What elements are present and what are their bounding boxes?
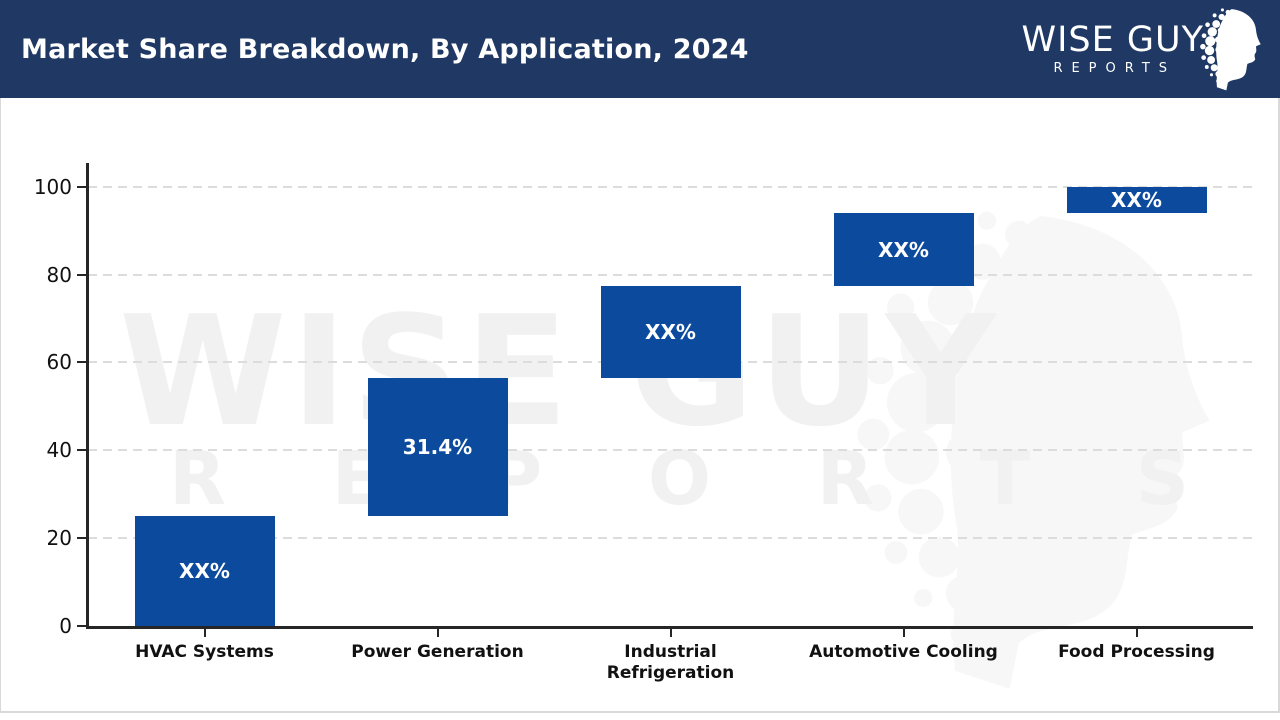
y-tick-label-40: 40 [46, 438, 72, 463]
watermark-wordmark: WISE GUY [119, 283, 1000, 460]
header-band: Market Share Breakdown, By Application, … [0, 0, 1280, 98]
y-axis-spine [86, 163, 89, 629]
x-category-label-2: Industrial Refrigeration [606, 642, 735, 684]
x-tickmark-2 [669, 629, 672, 637]
y-tick-label-20: 20 [46, 526, 72, 551]
x-category-label-0: HVAC Systems [135, 642, 274, 662]
logo-subtitle: REPORTS [1053, 60, 1177, 76]
y-tick-label-100: 100 [33, 174, 72, 199]
y-tickmark-100 [77, 185, 86, 188]
y-tickmark-20 [77, 537, 86, 540]
page-title: Market Share Breakdown, By Application, … [21, 33, 749, 65]
wiseguy-logo: WISE GUY REPORTS [1021, 6, 1270, 92]
gridline-40 [88, 449, 1253, 452]
bar-value-label: XX% [179, 559, 230, 584]
gridline-80 [88, 273, 1253, 276]
x-category-label-1: Power Generation [351, 642, 524, 662]
y-tick-label-80: 80 [46, 262, 72, 287]
wiseguy-head-icon [1200, 8, 1261, 91]
y-tick-label-60: 60 [46, 350, 72, 375]
logo-text: WISE GUY REPORTS [1021, 22, 1204, 76]
bar-food-processing: XX% [1066, 186, 1207, 214]
bar-power-generation: 31.4% [367, 378, 508, 517]
y-tickmark-40 [77, 449, 86, 452]
y-tick-label-0: 0 [59, 614, 72, 638]
x-tickmark-4 [1135, 629, 1138, 637]
x-tickmark-3 [902, 629, 905, 637]
x-tickmark-1 [436, 629, 439, 637]
x-category-label-4: Food Processing [1058, 642, 1215, 662]
bar-value-label: 31.4% [402, 435, 473, 460]
bar-hvac-systems: XX% [134, 516, 275, 626]
x-axis-spine [86, 626, 1253, 629]
bar-automotive-cooling: XX% [833, 213, 974, 286]
x-tickmark-0 [203, 629, 206, 637]
bar-value-label: XX% [878, 237, 929, 262]
bar-industrial-refrigeration: XX% [600, 285, 741, 379]
bar-value-label: XX% [645, 320, 696, 345]
bar-value-label: XX% [1111, 187, 1162, 212]
x-category-label-3: Automotive Cooling [809, 642, 998, 662]
logo-wordmark: WISE GUY [1021, 20, 1204, 61]
gridline-100 [88, 185, 1253, 188]
gridline-20 [88, 537, 1253, 540]
y-tickmark-0 [77, 625, 86, 627]
y-tickmark-80 [77, 273, 86, 276]
y-tickmark-60 [77, 361, 86, 364]
